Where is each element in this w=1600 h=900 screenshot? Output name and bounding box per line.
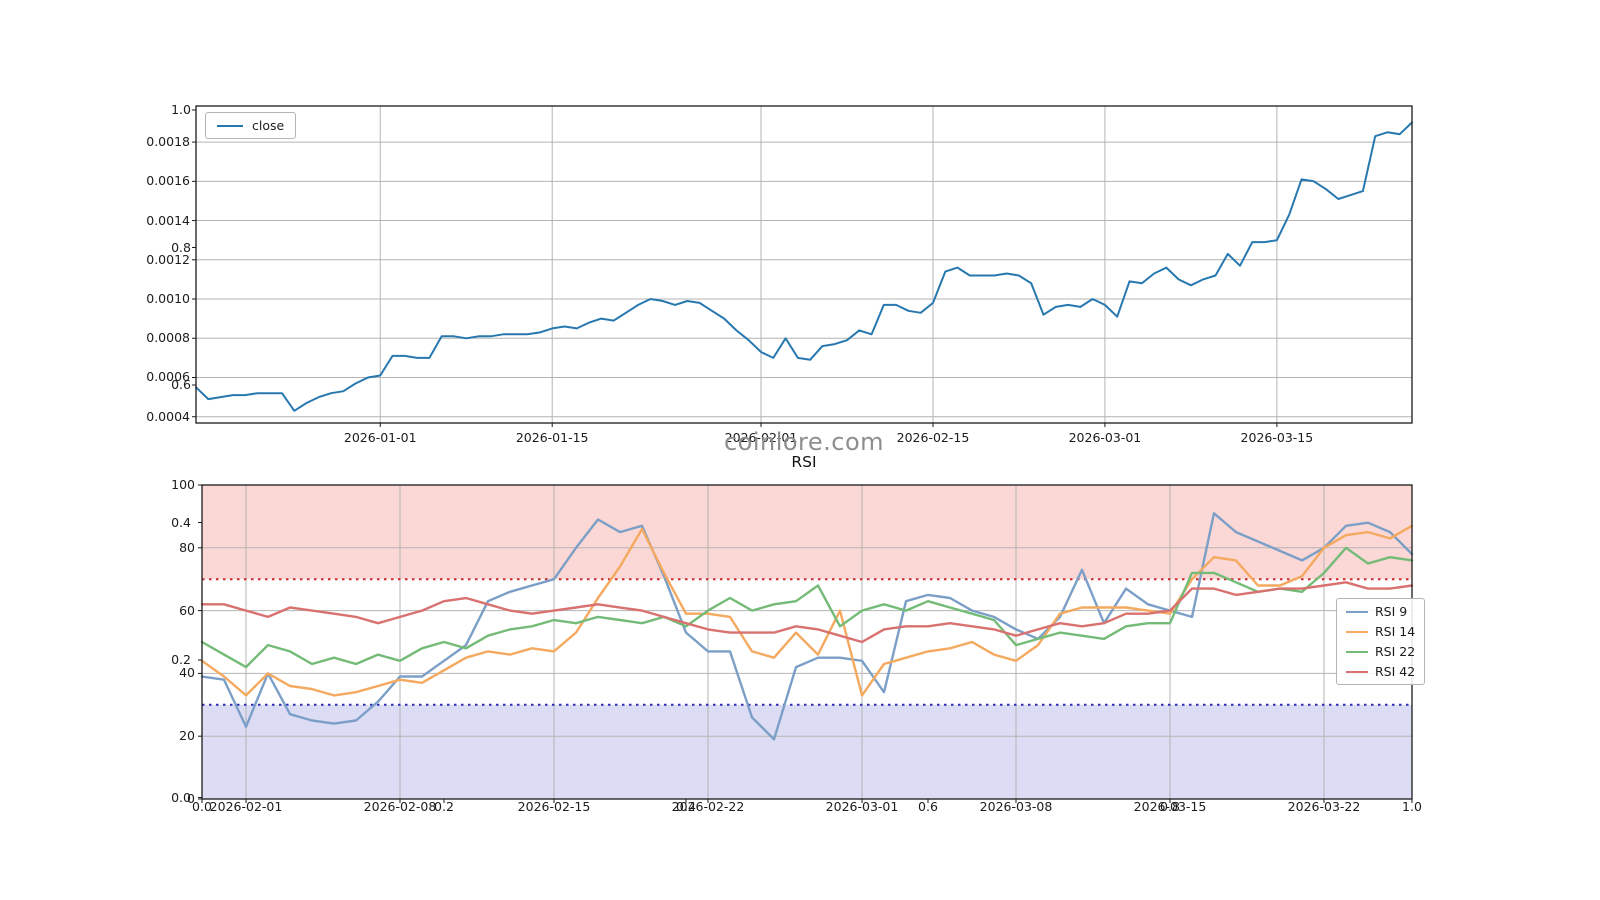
rsi-y-tick-label: 80 [179,539,195,555]
rsi-y-tick-label: 100 [171,477,195,492]
price-y-tick-label: 0.0012 [146,251,190,267]
rsi-legend-label: RSI 22 [1375,644,1416,659]
rsi-14-line [200,524,1414,697]
price-y-tick-label: 0.0014 [146,212,190,228]
overlay-x-tick-label: 0.0 [192,799,212,814]
overlay-y-tick-label: 0.8 [171,239,191,255]
price-chart [192,105,1413,427]
overlay-x-tick-label: 0.4 [676,799,696,814]
rsi-42-line [200,581,1414,644]
price-y-tick-label: 0.0004 [146,408,190,424]
rsi-x-tick-label: 2026-02-08 [363,799,437,814]
rsi-9-line-sample [1346,610,1368,613]
rsi-x-tick-label: 2026-02-01 [209,799,283,814]
price-y-tick-label: 0.0010 [146,291,190,307]
rsi-legend-row: RSI 42 [1346,664,1415,679]
rsi-y-tick-label: 0 [187,791,195,806]
price-y-tick-label: 0.0016 [146,173,190,189]
rsi-22-line-sample [1346,650,1368,653]
price-y-tick-label: 0.0018 [146,134,190,150]
overlay-x-tick-label: 0.2 [434,799,454,814]
rsi-y-tick-label: 60 [179,602,195,618]
rsi-legend-row: RSI 22 [1346,644,1415,659]
price-y-tick-label: 0.0006 [146,369,190,385]
overlay-x-tick-label: 1.0 [1402,799,1422,814]
rsi-legend-label: RSI 42 [1375,664,1416,679]
price-x-tick-label: 2026-01-01 [343,430,417,445]
price-x-tick-label: 2026-01-15 [515,430,589,445]
rsi-legend-label: RSI 9 [1375,604,1408,619]
rsi-42-line-sample [1346,670,1368,673]
rsi-14-line-sample [1346,630,1368,633]
rsi-title: RSI [791,453,817,471]
rsi-legend-label: RSI 14 [1375,624,1416,639]
rsi-x-tick-label: 2026-03-22 [1287,799,1361,814]
rsi-x-tick-label: 2026-02-15 [517,799,591,814]
overlay-y-tick-label: 1.0 [171,102,191,117]
price-x-tick-label: 2026-02-15 [896,430,970,445]
rsi-x-tick-label: 2026-02-22 [671,799,745,814]
rsi-22-line [200,546,1414,669]
close-line [195,121,1413,412]
rsi-chart [198,484,1414,803]
close-line-sample [217,124,243,127]
rsi-y-tick-label: 40 [179,665,195,681]
overlay-x-tick-label: 0.8 [1160,799,1180,814]
overlay-y-tick-label: 0.0 [171,789,191,805]
overlay-y-tick-label: 0.2 [171,652,191,667]
rsi-x-tick-label: 2026-03-15 [1133,799,1207,814]
rsi-legend-row: RSI 14 [1346,624,1415,639]
price-x-tick-label: 2026-02-01 [724,430,798,445]
rsi-legend-row: RSI 9 [1346,604,1415,619]
price-x-tick-label: 2026-03-15 [1240,430,1314,445]
price-legend-label: close [252,118,285,133]
rsi-9-line [200,512,1414,741]
price-legend: close [205,112,297,139]
price-x-tick-label: 2026-03-01 [1068,430,1142,445]
overlay-y-tick-label: 0.4 [171,514,191,530]
rsi-x-tick-label: 2026-03-01 [825,799,899,814]
overlay-x-tick-label: 0.6 [918,799,938,814]
rsi-legend: RSI 9 RSI 14 RSI 22 RSI 42 [1336,598,1426,685]
rsi-y-tick-label: 20 [179,728,195,744]
watermark: coinlore.com [723,428,885,456]
price-y-tick-label: 0.0008 [146,330,190,346]
overlay-y-tick-label: 0.6 [171,377,191,392]
rsi-x-tick-label: 2026-03-08 [979,799,1053,814]
